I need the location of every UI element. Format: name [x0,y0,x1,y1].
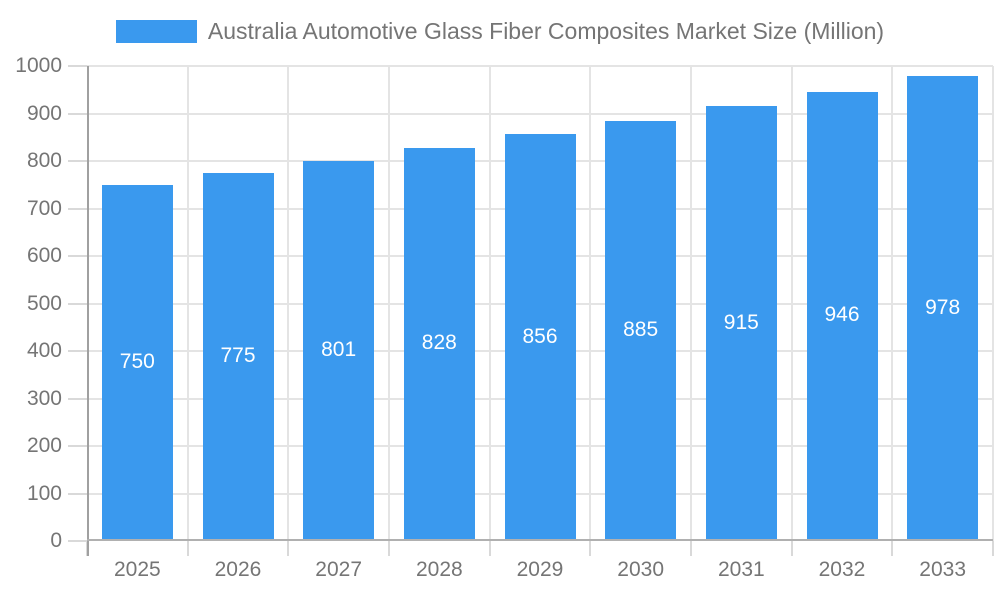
y-axis-tick [68,350,87,352]
bar-2030: 885 [605,120,677,539]
bar-2029: 856 [504,134,576,539]
gridline-horizontal [87,65,993,67]
bar-2028: 828 [403,147,475,539]
y-axis-tick [68,255,87,257]
bar-2025: 750 [101,184,173,539]
y-axis-line [87,66,89,556]
legend: Australia Automotive Glass Fiber Composi… [0,18,1000,45]
x-axis-label: 2033 [919,558,967,581]
x-axis-label: 2026 [214,558,262,581]
gridline-vertical [186,66,189,541]
gridline-vertical [488,66,491,541]
legend-swatch-icon [115,20,197,43]
x-axis-tick [790,541,793,556]
bar-value-label: 775 [220,343,256,367]
y-axis-label: 700 [26,196,62,220]
x-axis-label: 2031 [717,558,765,581]
bar-2026: 775 [202,172,274,539]
bar-value-label: 828 [421,331,457,355]
gridline-vertical [388,66,390,541]
y-axis-label: 1000 [15,54,62,77]
gridline-vertical [891,66,894,541]
bar-value-label: 915 [723,310,759,334]
x-axis-tick [287,541,290,556]
y-axis-label: 300 [26,386,62,410]
y-axis-tick [68,160,87,162]
gridline-horizontal [87,112,993,115]
bar-value-label: 801 [321,337,357,361]
bar-value-label: 885 [623,317,659,341]
y-axis-label: 800 [26,149,62,172]
legend-item[interactable]: Australia Automotive Glass Fiber Composi… [115,18,885,45]
bar-value-label: 856 [522,324,558,348]
gridline-vertical [992,66,994,541]
bar-value-label: 946 [824,303,860,327]
bar-2033: 978 [907,76,979,539]
x-axis-label: 2029 [516,558,564,581]
x-axis-tick [690,541,692,556]
x-axis-line [87,539,993,541]
y-axis-tick [68,65,87,67]
y-axis-label: 100 [26,481,62,505]
chart-title: Australia Automotive Glass Fiber Composi… [207,18,885,44]
plot-area: 750 775 801 828 856 885 915 946 978 [87,65,994,556]
y-axis-tick [68,302,87,305]
y-axis-tick [68,112,87,115]
x-axis-label: 2027 [315,558,363,581]
x-axis-tick [488,541,491,556]
y-axis-tick [68,492,87,495]
bar-2032: 946 [806,91,878,539]
y-axis-tick [68,397,87,400]
y-axis-label: 600 [26,244,62,267]
x-axis-tick [388,541,390,556]
bar-value-label: 750 [119,349,155,373]
gridline-vertical [589,66,592,541]
y-axis-label: 400 [26,339,62,362]
y-axis-label: 900 [26,101,62,125]
y-axis-label: 500 [26,291,62,315]
bar-2031: 915 [705,106,777,539]
x-axis-label: 2028 [415,558,463,581]
x-axis-tick [186,541,189,556]
x-axis-tick [891,541,894,556]
y-axis-tick [68,207,87,210]
y-axis-tick [68,540,87,542]
gridline-vertical [287,66,290,541]
bar-2027: 801 [303,160,375,539]
x-axis-label: 2030 [617,558,665,581]
y-axis-tick [68,445,87,447]
x-axis-label: 2032 [818,558,866,581]
y-axis-label: 200 [26,434,62,457]
bar-value-label: 978 [925,295,961,319]
x-axis-tick [992,541,994,556]
x-axis-label: 2025 [113,558,161,581]
y-axis-label: 0 [50,529,62,552]
gridline-vertical [690,66,692,541]
gridline-vertical [790,66,793,541]
x-axis-tick [589,541,592,556]
